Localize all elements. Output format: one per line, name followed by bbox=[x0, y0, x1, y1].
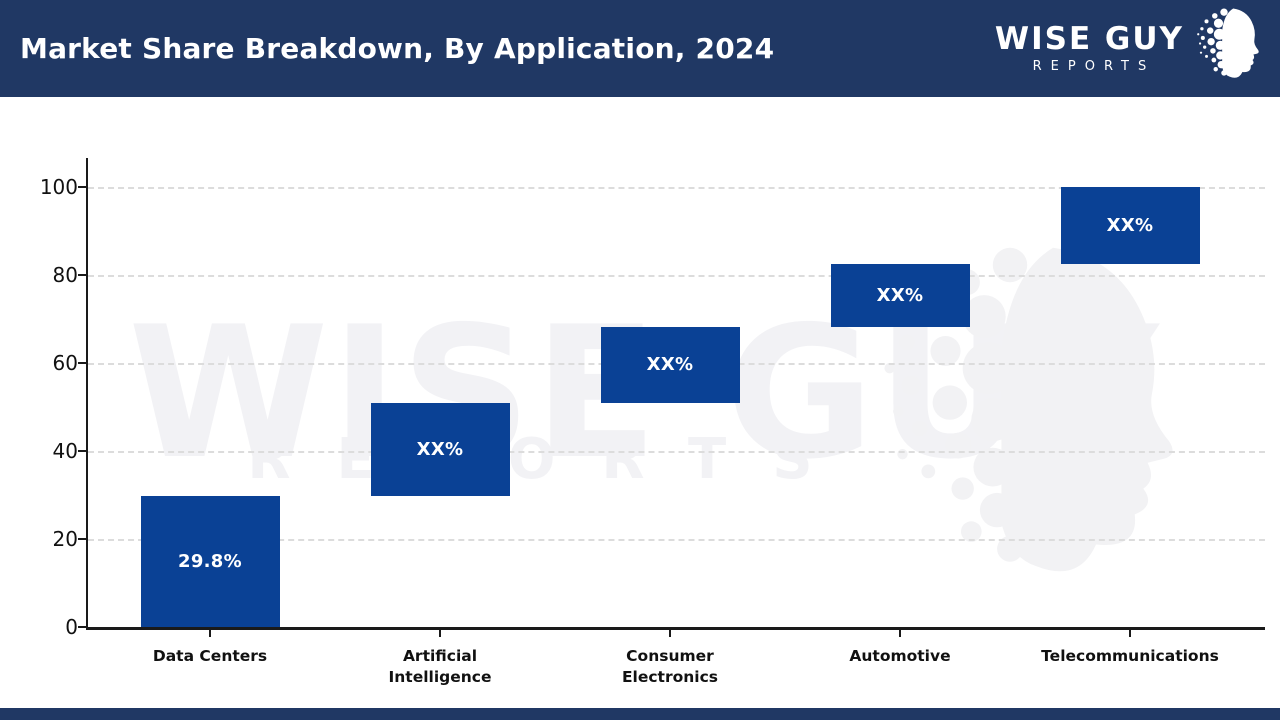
header-bar: Market Share Breakdown, By Application, … bbox=[0, 0, 1280, 97]
y-tick-label-20: 20 bbox=[52, 527, 78, 551]
logo-subtitle: REPORTS bbox=[1032, 58, 1156, 74]
x-label-telecommunications: Telecommunications bbox=[1041, 647, 1219, 665]
y-tick-0 bbox=[78, 626, 86, 628]
watermark-subtitle: REPORTS bbox=[247, 427, 859, 492]
logo-text: WISE GUY REPORTS bbox=[994, 20, 1184, 74]
bar-artificial-intelligence: XX% bbox=[370, 402, 510, 496]
x-label-consumer-electronics: Consumer Electronics bbox=[621, 647, 719, 686]
bar-value-label: XX% bbox=[646, 354, 694, 376]
y-tick-100 bbox=[78, 186, 86, 189]
bar-value-label: XX% bbox=[416, 438, 464, 460]
x-axis-spine bbox=[86, 627, 1265, 630]
y-tick-20 bbox=[78, 538, 86, 540]
footer-bar bbox=[0, 708, 1280, 720]
bar-consumer-electronics: XX% bbox=[600, 326, 740, 403]
logo-wordmark: WISE GUY bbox=[994, 20, 1184, 57]
bar-automotive: XX% bbox=[830, 264, 970, 327]
y-tick-label-80: 80 bbox=[52, 263, 78, 288]
plot-area: 0 20 40 60 80 100 29.8% Data Centers XX% Artifici… bbox=[40, 158, 1265, 686]
bar-value-label: XX% bbox=[876, 284, 924, 306]
wise-guy-reports-logo: WISE GUY REPORTS bbox=[995, 3, 1280, 95]
gridline-40 bbox=[88, 451, 1265, 453]
bar-telecommunications: XX% bbox=[1060, 187, 1200, 265]
gridline-100 bbox=[88, 187, 1265, 190]
dotted-head-icon bbox=[1197, 8, 1259, 78]
y-tick-label-0: 0 bbox=[65, 615, 78, 639]
y-tick-label-60: 60 bbox=[52, 351, 78, 376]
y-tick-60 bbox=[78, 362, 86, 365]
gridline-80 bbox=[88, 275, 1265, 278]
x-tick-0 bbox=[209, 630, 211, 637]
x-label-data-centers: Data Centers bbox=[152, 647, 268, 665]
bar-value-label: 29.8% bbox=[178, 550, 242, 572]
y-axis-spine bbox=[86, 158, 88, 629]
y-tick-80 bbox=[78, 274, 86, 277]
bar-data-centers: 29.8% bbox=[140, 495, 280, 627]
bar-value-label: XX% bbox=[1106, 215, 1154, 237]
x-tick-4 bbox=[1129, 630, 1131, 637]
x-tick-1 bbox=[439, 630, 441, 637]
chart-title: Market Share Breakdown, By Application, … bbox=[20, 32, 775, 65]
y-tick-40 bbox=[78, 450, 86, 452]
chart-area: WISE GUY REPORTS 0 20 40 60 80 100 29.8% Data C… bbox=[0, 97, 1280, 708]
gridline-20 bbox=[88, 539, 1265, 541]
x-tick-3 bbox=[899, 630, 901, 637]
x-tick-2 bbox=[669, 630, 671, 637]
x-label-automotive: Automotive bbox=[849, 647, 951, 665]
x-label-artificial-intelligence: Artificial Intelligence bbox=[388, 647, 492, 686]
y-tick-label-40: 40 bbox=[52, 439, 78, 463]
y-tick-label-100: 100 bbox=[39, 175, 78, 200]
